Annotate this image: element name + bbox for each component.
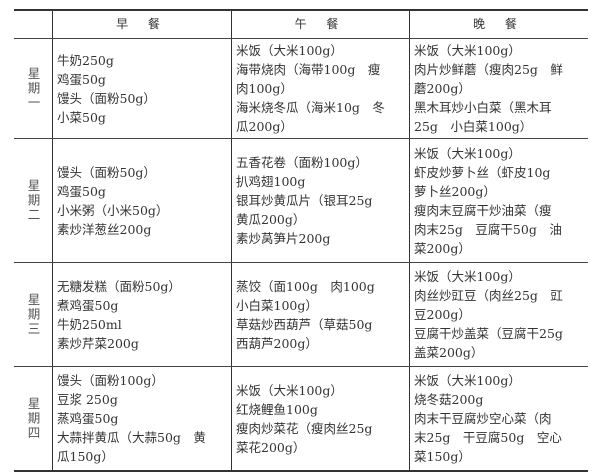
menu-line: 黄瓜200g） bbox=[236, 212, 306, 227]
header-day bbox=[14, 11, 53, 38]
menu-line: 瘦肉末豆腐干炒油菜（瘦 bbox=[414, 202, 552, 218]
menu-line: 素炒芹菜200g bbox=[57, 335, 139, 351]
menu-line: 草菇炒西葫芦（草菇50g bbox=[236, 316, 373, 332]
menu-line: 无糖发糕（面粉50g） bbox=[57, 278, 181, 294]
menu-line: 肉丝炒豇豆（肉丝25g 豇 bbox=[414, 288, 563, 303]
menu-line: 馒头（面粉100g） bbox=[57, 373, 164, 388]
menu-line: 馒头（面粉50g） bbox=[57, 90, 156, 106]
dinner-cell: 米饭（大米100g） 虾皮炒萝卜丝（虾皮10g 萝卜丝200g） 瘦肉末豆腐干炒油菜（… bbox=[410, 139, 588, 262]
menu-line: 鸡蛋50g bbox=[57, 183, 106, 199]
dinner-cell: 米饭（大米100g） 肉丝炒豇豆（肉丝25g 豇豆200g） 豆腐干炒盖菜（豆腐干2… bbox=[410, 263, 588, 366]
menu-line: 末25g 干豆腐50g 空心 bbox=[414, 430, 562, 445]
dinner-cell: 米饭（大米100g） 烧冬菇200g 肉末干豆腐炒空心菜（肉 末25g 干豆腐50g … bbox=[410, 367, 588, 470]
menu-line: 盖菜200g） bbox=[414, 345, 484, 360]
menu-line: 红烧鲤鱼100g bbox=[236, 401, 318, 417]
menu-line: 馒头（面粉50g） bbox=[57, 164, 156, 180]
menu-line: 豆200g） bbox=[414, 307, 471, 322]
menu-line: 小米粥（小米50g） bbox=[57, 202, 169, 218]
day-cell: 星期四 bbox=[14, 367, 53, 470]
breakfast-cell: 馒头（面粉100g） 豆浆 250g 蒸鸡蛋50g 大蒜拌黄瓜（大蒜50g 黄瓜150… bbox=[53, 367, 232, 470]
meal-plan-table: 早 餐 午 餐 晚 餐 星期一 牛奶250g 鸡蛋50g 馒头（面粉50g） 小菜50g… bbox=[14, 9, 588, 472]
menu-line: 蘑200g） bbox=[414, 81, 471, 96]
day-cell: 星期三 bbox=[14, 263, 53, 366]
menu-line: 素炒洋葱丝200g bbox=[57, 221, 152, 237]
menu-line: 海米烧冬瓜（海米10g 冬 bbox=[236, 100, 385, 115]
menu-line: 肉末干豆腐炒空心菜（肉 bbox=[414, 411, 552, 426]
lunch-cell: 米饭（大米100g） 红烧鲤鱼100g 瘦肉炒菜花（瘦肉丝25g 菜花200g） bbox=[232, 367, 410, 470]
menu-line: 瓜150g） bbox=[57, 449, 114, 464]
menu-line: 蒸饺（面100g 肉100g bbox=[236, 278, 375, 294]
menu-line: 米饭（大米100g） bbox=[414, 373, 521, 388]
breakfast-cell: 无糖发糕（面粉50g） 煮鸡蛋50g 牛奶250ml 素炒芹菜200g bbox=[53, 263, 232, 366]
lunch-cell: 米饭（大米100g） 海带烧肉（海带100g 瘦肉100g） 海米烧冬瓜（海米10g… bbox=[232, 39, 410, 138]
menu-line: 米饭（大米100g） bbox=[414, 145, 521, 161]
menu-line: 小白菜100g） bbox=[236, 297, 318, 313]
menu-line: 豆腐干炒盖菜（豆腐干25g bbox=[414, 326, 563, 341]
day-cell: 星期一 bbox=[14, 39, 53, 138]
menu-line: 黑木耳炒小白菜（黑木耳 bbox=[414, 100, 552, 115]
menu-line: 米饭（大米100g） bbox=[414, 43, 521, 58]
table-row: 星期三 无糖发糕（面粉50g） 煮鸡蛋50g 牛奶250ml 素炒芹菜200g 蒸饺（面1… bbox=[14, 263, 588, 367]
menu-line: 牛奶250ml bbox=[57, 316, 122, 332]
menu-line: 烧冬菇200g bbox=[414, 392, 484, 407]
menu-line: 西葫芦200g） bbox=[236, 335, 318, 351]
table-row: 星期二 馒头（面粉50g） 鸡蛋50g 小米粥（小米50g） 素炒洋葱丝200g 五香花卷… bbox=[14, 139, 588, 263]
breakfast-cell: 馒头（面粉50g） 鸡蛋50g 小米粥（小米50g） 素炒洋葱丝200g bbox=[53, 139, 232, 262]
menu-line: 菜花200g） bbox=[236, 439, 306, 455]
header-breakfast: 早 餐 bbox=[53, 11, 232, 38]
table-row: 星期四 馒头（面粉100g） 豆浆 250g 蒸鸡蛋50g 大蒜拌黄瓜（大蒜50g 黄瓜… bbox=[14, 367, 588, 472]
menu-line: 菜150g） bbox=[414, 449, 471, 464]
menu-line: 豆浆 250g bbox=[57, 392, 118, 407]
menu-line: 海带烧肉（海带100g 瘦 bbox=[236, 62, 381, 77]
menu-line: 煮鸡蛋50g bbox=[57, 297, 119, 313]
menu-line: 牛奶250g bbox=[57, 52, 114, 68]
menu-line: 米饭（大米100g） bbox=[236, 43, 343, 58]
menu-line: 扒鸡翅100g bbox=[236, 174, 306, 189]
menu-line: 五香花卷（面粉100g） bbox=[236, 155, 368, 170]
menu-line: 米饭（大米100g） bbox=[236, 382, 343, 398]
menu-line: 米饭（大米100g） bbox=[414, 269, 521, 284]
menu-line: 瘦肉炒菜花（瘦肉丝25g bbox=[236, 420, 373, 436]
header-dinner: 晚 餐 bbox=[473, 17, 525, 31]
menu-line: 肉100g） bbox=[236, 81, 293, 96]
table-header: 早 餐 午 餐 晚 餐 bbox=[14, 9, 588, 39]
lunch-cell: 蒸饺（面100g 肉100g 小白菜100g） 草菇炒西葫芦（草菇50g 西葫芦200… bbox=[232, 263, 410, 366]
menu-line: 银耳炒黄瓜片（银耳25g bbox=[236, 193, 373, 208]
menu-line: 鸡蛋50g bbox=[57, 71, 106, 87]
menu-line: 瓜200g） bbox=[236, 119, 293, 134]
day-label: 星期一 bbox=[25, 66, 41, 111]
menu-line: 虾皮炒萝卜丝（虾皮10g bbox=[414, 164, 551, 180]
menu-line: 肉片炒鲜蘑（瘦肉25g 鲜 bbox=[414, 62, 563, 77]
day-cell: 星期二 bbox=[14, 139, 53, 262]
header-lunch: 午 餐 bbox=[232, 11, 410, 38]
day-label: 星期四 bbox=[25, 396, 41, 441]
day-label: 星期三 bbox=[25, 292, 41, 337]
breakfast-cell: 牛奶250g 鸡蛋50g 馒头（面粉50g） 小菜50g bbox=[53, 39, 232, 138]
table-row: 星期一 牛奶250g 鸡蛋50g 馒头（面粉50g） 小菜50g 米饭（大米100g） 海带… bbox=[14, 39, 588, 139]
menu-line: 小菜50g bbox=[57, 109, 106, 125]
menu-line: 大蒜拌黄瓜（大蒜50g 黄 bbox=[57, 430, 206, 445]
menu-line: 肉末25g 豆腐干50g 油 bbox=[414, 221, 562, 237]
dinner-cell: 米饭（大米100g） 肉片炒鲜蘑（瘦肉25g 鲜蘑200g） 黑木耳炒小白菜（黑木耳… bbox=[410, 39, 588, 138]
menu-line: 萝卜丝200g） bbox=[414, 183, 496, 199]
menu-line: 25g 小白菜100g） bbox=[414, 119, 533, 134]
menu-line: 蒸鸡蛋50g bbox=[57, 411, 119, 426]
day-label: 星期二 bbox=[25, 178, 41, 223]
lunch-cell: 五香花卷（面粉100g） 扒鸡翅100g 银耳炒黄瓜片（银耳25g 黄瓜200g） 素炒… bbox=[232, 139, 410, 262]
menu-line: 菜200g） bbox=[414, 240, 471, 256]
menu-line: 素炒莴笋片200g bbox=[236, 231, 331, 246]
